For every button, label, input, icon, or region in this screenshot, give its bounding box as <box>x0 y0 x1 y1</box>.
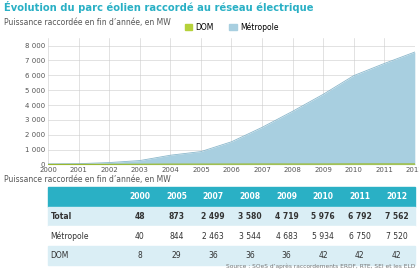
Text: Puissance raccordée en fin d’année, en MW: Puissance raccordée en fin d’année, en M… <box>4 175 171 184</box>
Text: 42: 42 <box>355 251 365 260</box>
Text: 2007: 2007 <box>203 192 224 202</box>
Text: 5 934: 5 934 <box>312 231 334 241</box>
Text: 42: 42 <box>318 251 328 260</box>
Text: 2010: 2010 <box>313 192 334 202</box>
Text: 873: 873 <box>168 212 184 221</box>
Text: 48: 48 <box>134 212 145 221</box>
Text: 2012: 2012 <box>386 192 407 202</box>
Text: 36: 36 <box>282 251 291 260</box>
Text: Total: Total <box>51 212 72 221</box>
Legend: DOM, Métropole: DOM, Métropole <box>182 19 281 35</box>
Text: 844: 844 <box>169 231 184 241</box>
Text: 2011: 2011 <box>349 192 370 202</box>
Text: 2 463: 2 463 <box>202 231 224 241</box>
Text: 8: 8 <box>137 251 142 260</box>
Text: 36: 36 <box>208 251 218 260</box>
Text: 4 683: 4 683 <box>276 231 297 241</box>
Text: 2008: 2008 <box>239 192 260 202</box>
Text: 6 750: 6 750 <box>349 231 371 241</box>
Text: Métropole: Métropole <box>51 231 89 241</box>
Text: Puissance raccordée en fin d’année, en MW: Puissance raccordée en fin d’année, en M… <box>4 18 171 27</box>
Text: DOM: DOM <box>51 251 69 260</box>
Text: 6 792: 6 792 <box>348 212 372 221</box>
Text: 29: 29 <box>172 251 181 260</box>
Text: 3 544: 3 544 <box>239 231 261 241</box>
Text: 2000: 2000 <box>129 192 150 202</box>
Text: 36: 36 <box>245 251 255 260</box>
Text: 3 580: 3 580 <box>238 212 261 221</box>
Text: Évolution du parc éolien raccordé au réseau électrique: Évolution du parc éolien raccordé au rés… <box>4 1 314 13</box>
Text: 40: 40 <box>135 231 145 241</box>
Text: 5 976: 5 976 <box>311 212 335 221</box>
Text: 2 499: 2 499 <box>202 212 225 221</box>
Text: 2009: 2009 <box>276 192 297 202</box>
Text: 4 719: 4 719 <box>274 212 298 221</box>
Text: 42: 42 <box>392 251 401 260</box>
Text: 7 562: 7 562 <box>385 212 408 221</box>
Text: 7 520: 7 520 <box>385 231 407 241</box>
Text: 2005: 2005 <box>166 192 187 202</box>
Text: Source : SOeS d’après raccordements ERDF, RTE, SEI et les ELD: Source : SOeS d’après raccordements ERDF… <box>225 263 415 269</box>
